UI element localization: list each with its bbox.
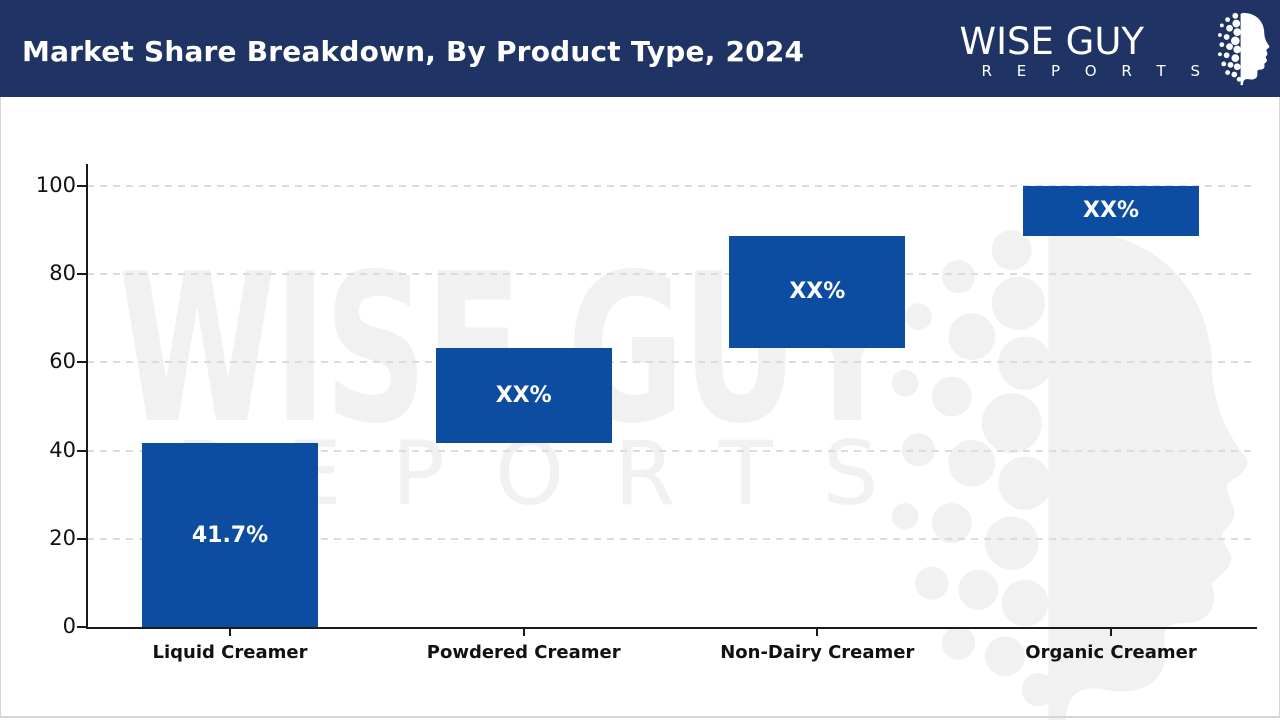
x-tick-mark-3 [1110,629,1112,636]
bar-non-dairy-creamer: XX% [729,235,906,348]
gridline-80 [87,273,1256,276]
x-axis-line [86,627,1257,629]
y-tick-label-80: 80 [49,261,76,286]
gridline-20 [87,537,1256,540]
bar-organic-creamer: XX% [1023,186,1199,236]
bar-value-label-3: XX% [1083,198,1139,224]
y-tick-mark-80 [77,273,87,276]
y-tick-label-100: 100 [35,173,76,197]
y-tick-label-20: 20 [49,525,76,550]
bottom-border [0,716,1280,718]
left-border [0,97,1,718]
x-category-label-0: Liquid Creamer [152,642,308,663]
x-tick-mark-2 [816,629,819,636]
header: Market Share Breakdown, By Product Type,… [0,0,1280,97]
gridline-60 [87,361,1256,364]
x-tick-mark-1 [522,629,525,636]
y-tick-mark-40 [77,449,87,452]
y-tick-label-40: 40 [49,437,76,462]
y-axis-line [86,164,88,629]
brand-subname: R E P O R T S [981,61,1210,80]
y-tick-mark-0 [77,626,87,628]
bar-value-label-2: XX% [789,279,846,305]
y-tick-label-60: 60 [49,349,76,374]
y-tick-mark-60 [77,361,87,364]
gridline-100 [87,185,1256,187]
brand-face-icon [1210,10,1272,91]
y-tick-mark-100 [77,185,87,187]
y-tick-label-0: 0 [62,614,76,638]
x-category-label-1: Powdered Creamer [426,642,621,663]
x-tick-mark-0 [229,629,231,636]
page-title: Market Share Breakdown, By Product Type,… [22,35,805,68]
gridline-40 [87,449,1256,452]
bar-value-label-1: XX% [495,382,552,408]
brand-logo: WISE GUY R E P O R T S [960,6,1280,91]
x-category-label-3: Organic Creamer [1025,642,1197,663]
bar-powdered-creamer: XX% [435,347,612,444]
bar-liquid-creamer: 41.7% [142,443,318,627]
y-tick-mark-20 [77,537,87,540]
x-category-label-2: Non-Dairy Creamer [720,642,915,663]
bar-value-label-0: 41.7% [191,522,269,548]
face-profile-logo [1217,12,1270,86]
brand-name: WISE GUY [959,19,1145,63]
